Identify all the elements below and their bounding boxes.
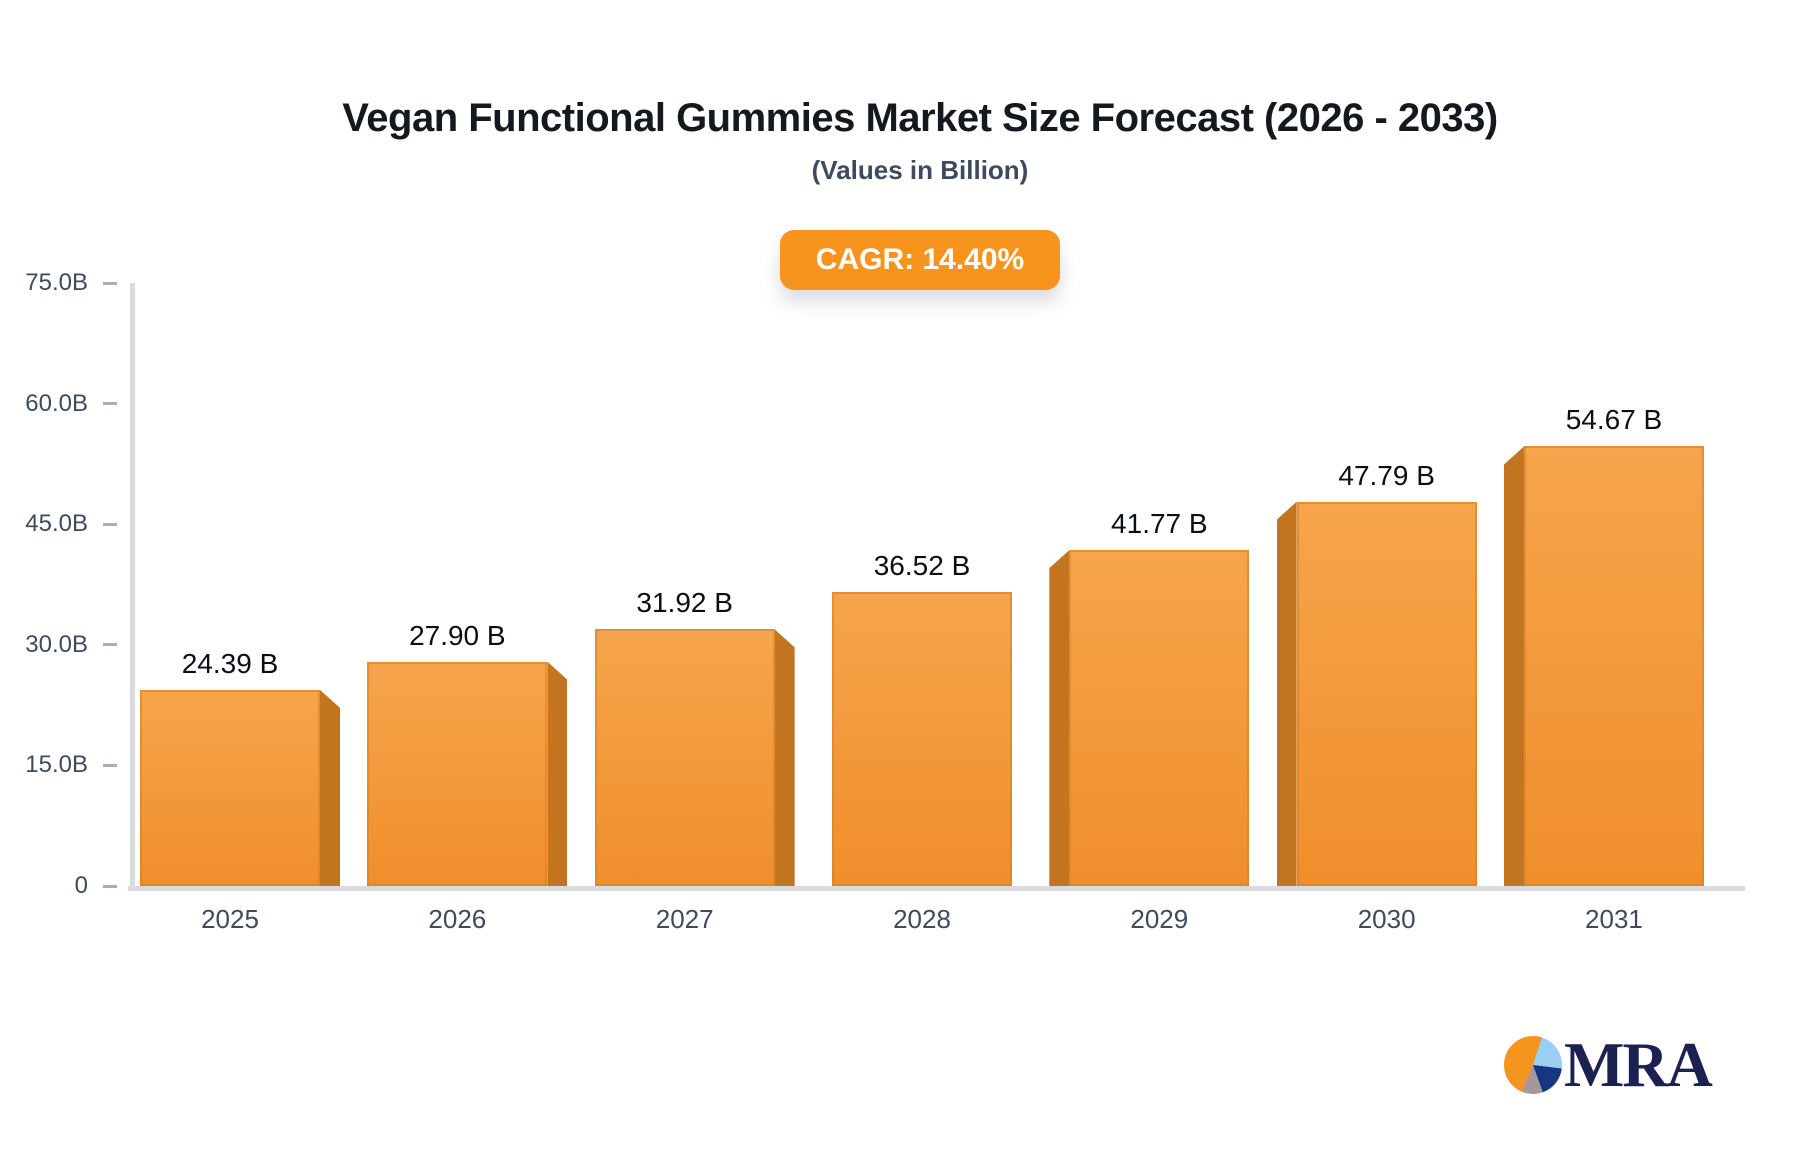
y-axis-tick bbox=[103, 402, 117, 406]
logo-text: MRA bbox=[1564, 1029, 1713, 1100]
y-axis-label: 30.0B bbox=[25, 630, 88, 658]
bar-2031 bbox=[1523, 446, 1704, 886]
y-axis-label: 15.0B bbox=[25, 751, 88, 779]
y-axis-label: 60.0B bbox=[25, 389, 88, 417]
bar-value-label: 54.67 B bbox=[1565, 404, 1663, 436]
bar-side-panel bbox=[1276, 501, 1297, 886]
y-axis-label: 0 bbox=[74, 872, 88, 899]
x-axis-label-2025: 2025 bbox=[201, 904, 259, 934]
y-axis-label: 75.0B bbox=[25, 269, 88, 296]
chart-subtitle: (Values in Billion) bbox=[811, 155, 1029, 185]
bar-2027 bbox=[594, 629, 775, 886]
y-axis-tick bbox=[103, 884, 117, 888]
y-axis-tick bbox=[103, 763, 117, 767]
x-axis-line bbox=[128, 886, 1745, 891]
x-axis-label-2028: 2028 bbox=[893, 904, 951, 934]
bar-value-label: 31.92 B bbox=[636, 587, 733, 619]
x-axis-label-2029: 2029 bbox=[1130, 904, 1189, 934]
bar-side-panel bbox=[320, 689, 340, 886]
y-axis-tick bbox=[103, 643, 117, 647]
x-axis-label-2031: 2031 bbox=[1585, 904, 1643, 934]
bar-2028 bbox=[831, 592, 1012, 886]
x-axis-label-2030: 2030 bbox=[1357, 904, 1416, 934]
bar-value-label: 27.90 B bbox=[409, 619, 506, 651]
cagr-badge: CAGR: 14.40% bbox=[779, 230, 1061, 290]
bar-value-label: 36.52 B bbox=[873, 550, 971, 582]
bar-value-label: 47.79 B bbox=[1338, 459, 1435, 491]
x-axis-label-2026: 2026 bbox=[428, 904, 487, 934]
bar-side-panel bbox=[547, 661, 568, 886]
bar-value-label: 41.77 B bbox=[1111, 508, 1208, 540]
bar-2025 bbox=[140, 689, 320, 886]
bar-side-panel bbox=[1503, 446, 1524, 886]
bar-side-panel bbox=[774, 629, 795, 886]
brand-logo: MRA bbox=[1504, 1029, 1713, 1100]
x-axis-label-2027: 2027 bbox=[655, 904, 714, 934]
y-axis-tick bbox=[103, 281, 117, 285]
y-axis-tick bbox=[103, 522, 117, 526]
chart-title: Vegan Functional Gummies Market Size For… bbox=[342, 96, 1498, 140]
bar-2029 bbox=[1069, 550, 1250, 886]
y-axis-line bbox=[130, 283, 135, 890]
bar-value-label: 24.39 B bbox=[181, 647, 279, 679]
chart-header: Vegan Functional Gummies Market Size For… bbox=[40, 0, 1800, 290]
y-axis-label: 45.0B bbox=[25, 510, 88, 538]
bar-side-panel bbox=[1049, 550, 1070, 886]
bar-2030 bbox=[1296, 501, 1477, 886]
bar-2026 bbox=[367, 661, 548, 886]
pie-chart-icon bbox=[1504, 1036, 1562, 1094]
